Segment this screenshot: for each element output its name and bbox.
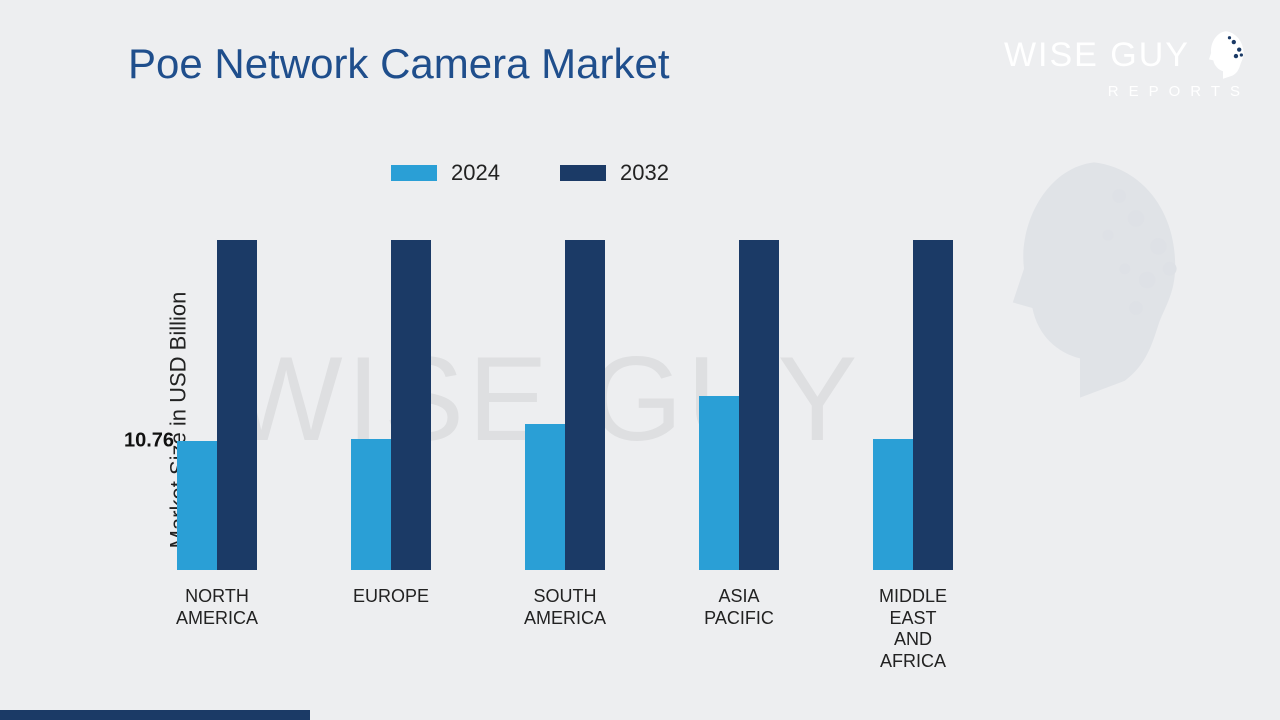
x-axis-label: SOUTH AMERICA bbox=[490, 580, 640, 680]
legend-label-2032: 2032 bbox=[620, 160, 669, 186]
legend-label-2024: 2024 bbox=[451, 160, 500, 186]
bar-group bbox=[351, 240, 431, 570]
bar bbox=[699, 396, 739, 570]
legend-swatch-2032 bbox=[560, 165, 606, 181]
bar-group bbox=[177, 240, 257, 570]
chart: Market Size in USD Billion 2024 2032 10.… bbox=[60, 160, 1000, 680]
legend-swatch-2024 bbox=[391, 165, 437, 181]
x-axis-label: NORTH AMERICA bbox=[142, 580, 292, 680]
brand-line2: REPORTS bbox=[1004, 84, 1250, 99]
plot-area: 10.76 bbox=[130, 210, 1000, 570]
bar bbox=[913, 240, 953, 570]
legend-item-2032: 2032 bbox=[560, 160, 669, 186]
x-axis-label: ASIA PACIFIC bbox=[664, 580, 814, 680]
x-axis-labels: NORTH AMERICAEUROPESOUTH AMERICAASIA PAC… bbox=[130, 580, 1000, 680]
brand-line1: WISE GUY bbox=[1004, 38, 1190, 72]
footer-accent bbox=[0, 710, 310, 720]
legend: 2024 2032 bbox=[60, 160, 1000, 186]
bar bbox=[391, 240, 431, 570]
bar-group bbox=[873, 240, 953, 570]
chart-title: Poe Network Camera Market bbox=[128, 40, 670, 88]
brand-logo: WISE GUY REPORTS bbox=[1004, 28, 1250, 99]
bar bbox=[525, 424, 565, 570]
bar bbox=[217, 240, 257, 570]
bar bbox=[351, 439, 391, 570]
bar bbox=[177, 441, 217, 570]
x-axis-label: MIDDLE EAST AND AFRICA bbox=[838, 580, 988, 680]
brand-head-icon bbox=[1196, 28, 1250, 82]
bar-group bbox=[699, 240, 779, 570]
bar-group bbox=[525, 240, 605, 570]
page-root: WISE GUY REPORTS WISE GUY REPORTS Poe Ne… bbox=[0, 0, 1280, 720]
bar bbox=[565, 240, 605, 570]
bar bbox=[873, 439, 913, 570]
bar bbox=[739, 240, 779, 570]
x-axis-label: EUROPE bbox=[316, 580, 466, 680]
bar-groups bbox=[130, 210, 1000, 570]
legend-item-2024: 2024 bbox=[391, 160, 500, 186]
